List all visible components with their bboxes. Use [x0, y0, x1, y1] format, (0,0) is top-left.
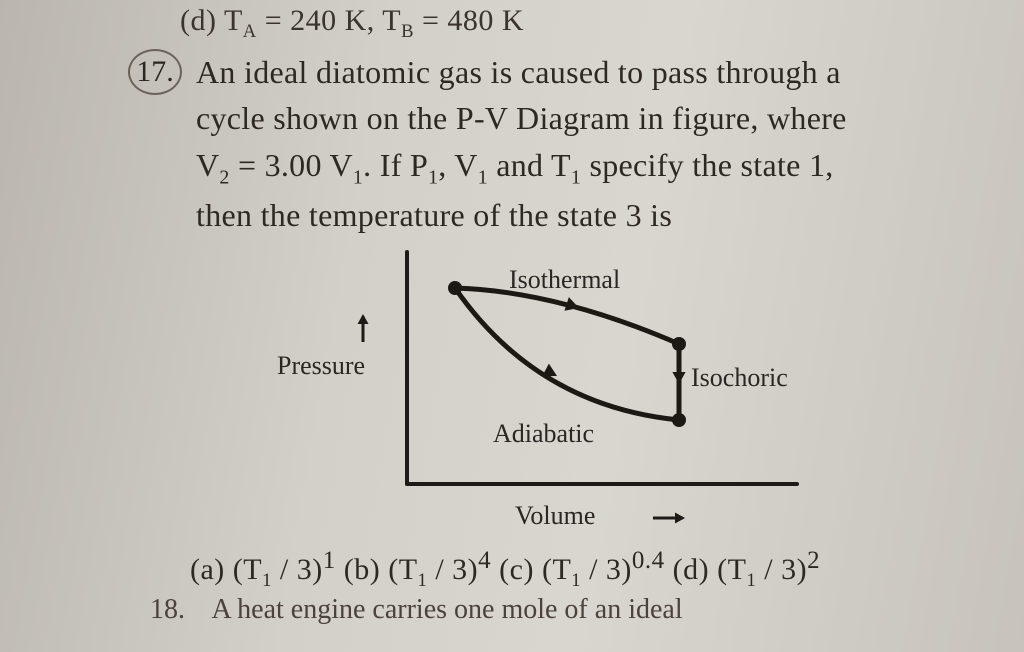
- svg-text:Isothermal: Isothermal: [509, 265, 620, 294]
- option-a-label: (a) (T: [190, 553, 262, 586]
- svg-text:Pressure: Pressure: [277, 351, 365, 380]
- option-c-sub: 1: [571, 570, 581, 591]
- q-line3-c2: and T: [488, 147, 571, 183]
- pv-diagram: Pressure Volume Isothermal Adiabatic Isochor…: [257, 246, 817, 541]
- prev-question-partial: (d) TA = 240 K, TB = 480 K: [110, 0, 964, 43]
- q-v1-sub: 1: [353, 166, 363, 188]
- prev-ta-pre: T: [216, 4, 242, 37]
- option-d-exp: 2: [807, 547, 820, 574]
- q-line1: An ideal diatomic gas is caused to pass …: [196, 54, 841, 90]
- answer-options: (a) (T1 / 3)1 (b) (T1 / 3)4 (c) (T1 / 3)…: [110, 547, 964, 592]
- q-line3-dot: . If P: [363, 147, 428, 183]
- q-v1b-sub: 1: [478, 166, 488, 188]
- next-question-number: 18.: [150, 594, 206, 626]
- question-number-wrap: 17.: [110, 49, 196, 95]
- question-number: 17.: [128, 49, 182, 95]
- option-c-exp: 0.4: [632, 547, 665, 574]
- option-d-mid: / 3): [756, 553, 807, 586]
- q-line3-rest: specify the state 1,: [581, 147, 833, 183]
- option-a-mid: / 3): [272, 553, 323, 586]
- q-p1-sub: 1: [428, 166, 438, 188]
- question-text: An ideal diatomic gas is caused to pass …: [196, 49, 847, 238]
- q-line3-pre: V: [196, 147, 219, 183]
- prev-option-d-label: (d): [180, 4, 216, 37]
- q-line3-eq: = 3.00 V: [230, 147, 353, 183]
- option-b-mid: / 3): [427, 553, 478, 586]
- option-c-mid: / 3): [581, 553, 632, 586]
- prev-ta-sub: A: [243, 21, 257, 42]
- svg-text:Volume: Volume: [515, 501, 595, 530]
- option-b-label: (b) (T: [344, 553, 418, 586]
- prev-tb-val: = 480 K: [414, 4, 524, 37]
- q-t1-sub: 1: [571, 166, 581, 188]
- prev-tb-sub: B: [401, 21, 414, 42]
- option-a-sub: 1: [262, 570, 272, 591]
- svg-text:Isochoric: Isochoric: [691, 363, 788, 392]
- option-a-exp: 1: [323, 547, 336, 574]
- option-d-sub: 1: [746, 570, 756, 591]
- next-question-partial: 18. A heat engine carries one mole of an…: [110, 594, 964, 626]
- q-line4: then the temperature of the state 3 is: [196, 197, 672, 233]
- next-question-text: A heat engine carries one mole of an ide…: [211, 594, 682, 625]
- question-17: 17. An ideal diatomic gas is caused to p…: [110, 49, 964, 238]
- option-c-label: (c) (T: [499, 553, 571, 586]
- q-line2: cycle shown on the P-V Diagram in figure…: [196, 100, 847, 136]
- option-b-exp: 4: [478, 547, 491, 574]
- svg-text:Adiabatic: Adiabatic: [493, 419, 594, 448]
- prev-ta-val: = 240 K, T: [257, 4, 401, 37]
- pv-diagram-svg: Pressure Volume Isothermal Adiabatic Isochor…: [257, 246, 817, 536]
- q-line3-c1: , V: [438, 147, 477, 183]
- option-b-sub: 1: [418, 570, 428, 591]
- option-d-label: (d) (T: [673, 553, 747, 586]
- q-v2-sub: 2: [219, 166, 229, 188]
- page: (d) TA = 240 K, TB = 480 K 17. An ideal …: [0, 0, 1024, 652]
